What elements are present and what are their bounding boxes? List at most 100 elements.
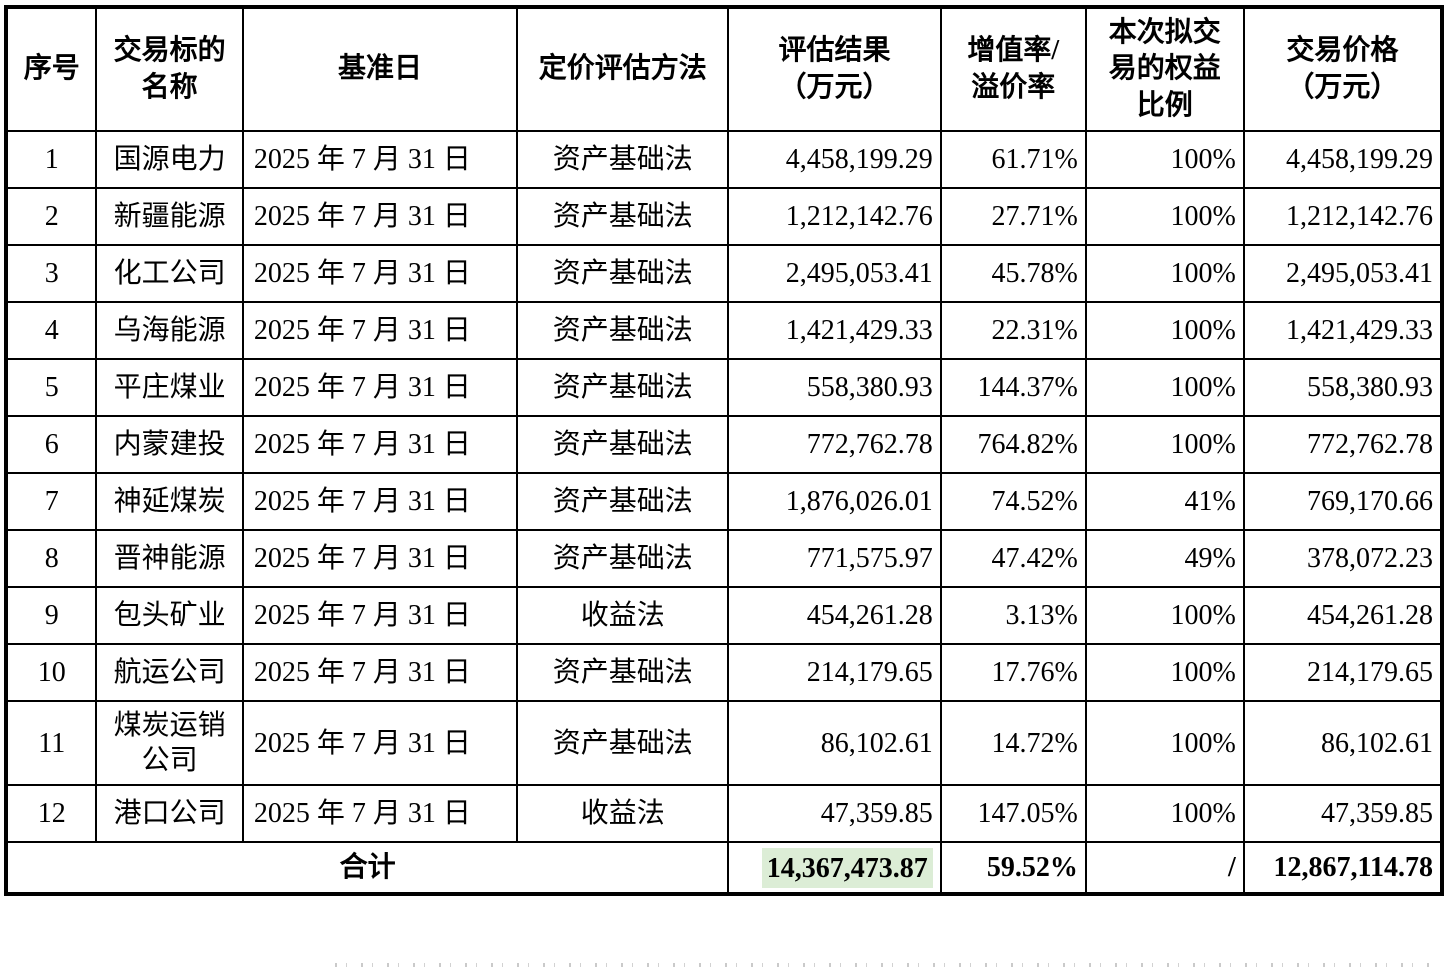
table-cell: 49% bbox=[1084, 529, 1245, 588]
table-cell: 资产基础法 bbox=[516, 244, 730, 303]
table-row: 6 内蒙建投 2025 年 7 月 31 日资产基础法 772,762.78 764.8… bbox=[4, 415, 1444, 474]
table-cell: 10 bbox=[4, 643, 98, 702]
table-cell: 74.52% bbox=[939, 472, 1087, 531]
table-cell: 2,495,053.41 bbox=[727, 244, 942, 303]
total-result-highlight: 14,367,473.87 bbox=[761, 847, 933, 888]
table-cell: 港口公司 bbox=[95, 784, 244, 843]
table-cell: 晋神能源 bbox=[95, 529, 244, 588]
table-row: 1 国源电力 2025 年 7 月 31 日资产基础法 4,458,199.29 61.… bbox=[4, 130, 1444, 189]
table-cell: 2025 年 7 月 31 日 bbox=[241, 586, 519, 645]
table-cell: 764.82% bbox=[939, 415, 1087, 474]
table-header: 序号 交易标的 名称 基准日 定价评估方法 评估结果 （万元） 增值率/ 溢价率 本次拟交 … bbox=[4, 6, 1444, 132]
total-result-cell: 14,367,473.87 bbox=[727, 841, 942, 895]
total-price-cell: 12,867,114.78 bbox=[1242, 841, 1444, 895]
table-cell: 2025 年 7 月 31 日 bbox=[241, 415, 519, 474]
table-row: 11 煤炭运销 公司 2025 年 7 月 31 日资产基础法 86,102.61 14… bbox=[4, 700, 1444, 786]
table-cell: 资产基础法 bbox=[516, 472, 730, 531]
table-row: 5 平庄煤业 2025 年 7 月 31 日资产基础法 558,380.93 144.3… bbox=[4, 358, 1444, 417]
table-cell: 41% bbox=[1084, 472, 1245, 531]
table-cell: 22.31% bbox=[939, 301, 1087, 360]
cutoff-text-strip bbox=[335, 963, 1438, 967]
table-cell: 100% bbox=[1084, 415, 1245, 474]
table-cell: 2025 年 7 月 31 日 bbox=[241, 301, 519, 360]
table-cell: 17.76% bbox=[939, 643, 1087, 702]
table-cell: 100% bbox=[1084, 244, 1245, 303]
table-cell: 2025 年 7 月 31 日 bbox=[241, 130, 519, 189]
table-cell: 6 bbox=[4, 415, 98, 474]
table-cell: 100% bbox=[1084, 301, 1245, 360]
table-cell: 资产基础法 bbox=[516, 415, 730, 474]
col-header-3: 定价评估方法 bbox=[516, 6, 730, 132]
table-cell: 资产基础法 bbox=[516, 643, 730, 702]
table-cell: 100% bbox=[1084, 358, 1245, 417]
table-cell: 100% bbox=[1084, 586, 1245, 645]
table-cell: 769,170.66 bbox=[1242, 472, 1444, 531]
table-cell: 资产基础法 bbox=[516, 187, 730, 246]
table-cell: 100% bbox=[1084, 187, 1245, 246]
table-cell: 378,072.23 bbox=[1242, 529, 1444, 588]
table-cell: 资产基础法 bbox=[516, 130, 730, 189]
table-row: 3 化工公司 2025 年 7 月 31 日资产基础法 2,495,053.41 45.… bbox=[4, 244, 1444, 303]
table-row: 4 乌海能源 2025 年 7 月 31 日资产基础法 1,421,429.33 22.… bbox=[4, 301, 1444, 360]
table-cell: 国源电力 bbox=[95, 130, 244, 189]
table-cell: 2,495,053.41 bbox=[1242, 244, 1444, 303]
col-header-0: 序号 bbox=[4, 6, 98, 132]
table-cell: 558,380.93 bbox=[1242, 358, 1444, 417]
table-cell: 9 bbox=[4, 586, 98, 645]
table-cell: 航运公司 bbox=[95, 643, 244, 702]
table-cell: 2025 年 7 月 31 日 bbox=[241, 187, 519, 246]
table-cell: 3.13% bbox=[939, 586, 1087, 645]
table-cell: 1 bbox=[4, 130, 98, 189]
table-cell: 化工公司 bbox=[95, 244, 244, 303]
table-cell: 4,458,199.29 bbox=[727, 130, 942, 189]
table-cell: 2025 年 7 月 31 日 bbox=[241, 358, 519, 417]
table-cell: 214,179.65 bbox=[727, 643, 942, 702]
table-cell: 214,179.65 bbox=[1242, 643, 1444, 702]
table-cell: 4,458,199.29 bbox=[1242, 130, 1444, 189]
col-header-4: 评估结果 （万元） bbox=[727, 6, 942, 132]
table-cell: 27.71% bbox=[939, 187, 1087, 246]
table-cell: 1,876,026.01 bbox=[727, 472, 942, 531]
table-cell: 86,102.61 bbox=[1242, 700, 1444, 786]
table-cell: 100% bbox=[1084, 784, 1245, 843]
table-row: 12 港口公司 2025 年 7 月 31 日收益法 47,359.85 147.05%… bbox=[4, 784, 1444, 843]
valuation-table: 序号 交易标的 名称 基准日 定价评估方法 评估结果 （万元） 增值率/ 溢价率 本次拟交 … bbox=[4, 5, 1444, 896]
table-cell: 1,212,142.76 bbox=[727, 187, 942, 246]
table-cell: 1,421,429.33 bbox=[727, 301, 942, 360]
col-header-6: 本次拟交 易的权益 比例 bbox=[1084, 6, 1245, 132]
table-row: 8 晋神能源 2025 年 7 月 31 日资产基础法 771,575.97 47.42… bbox=[4, 529, 1444, 588]
table-cell: 47.42% bbox=[939, 529, 1087, 588]
table-cell: 包头矿业 bbox=[95, 586, 244, 645]
table-cell: 资产基础法 bbox=[516, 529, 730, 588]
table-cell: 11 bbox=[4, 700, 98, 786]
table-cell: 47,359.85 bbox=[1242, 784, 1444, 843]
table-cell: 772,762.78 bbox=[727, 415, 942, 474]
table-cell: 资产基础法 bbox=[516, 358, 730, 417]
table-cell: 4 bbox=[4, 301, 98, 360]
table-cell: 收益法 bbox=[516, 784, 730, 843]
total-row: 合计 14,367,473.87 59.52% / 12,867,114.78 bbox=[4, 841, 1444, 895]
table-row: 9 包头矿业 2025 年 7 月 31 日收益法 454,261.28 3.13% 10… bbox=[4, 586, 1444, 645]
table-cell: 147.05% bbox=[939, 784, 1087, 843]
col-header-5: 增值率/ 溢价率 bbox=[939, 6, 1087, 132]
table-cell: 煤炭运销 公司 bbox=[95, 700, 244, 786]
table-cell: 2025 年 7 月 31 日 bbox=[241, 529, 519, 588]
table-cell: 2 bbox=[4, 187, 98, 246]
table-row: 2 新疆能源 2025 年 7 月 31 日资产基础法 1,212,142.76 27.… bbox=[4, 187, 1444, 246]
table-row: 10 航运公司 2025 年 7 月 31 日资产基础法 214,179.65 17.7… bbox=[4, 643, 1444, 702]
table-cell: 45.78% bbox=[939, 244, 1087, 303]
table-cell: 454,261.28 bbox=[727, 586, 942, 645]
table-cell: 收益法 bbox=[516, 586, 730, 645]
total-label: 合计 bbox=[4, 841, 730, 895]
table-cell: 100% bbox=[1084, 643, 1245, 702]
table-cell: 47,359.85 bbox=[727, 784, 942, 843]
total-ratio-cell: / bbox=[1084, 841, 1245, 895]
table-cell: 资产基础法 bbox=[516, 700, 730, 786]
col-header-2: 基准日 bbox=[241, 6, 519, 132]
table-cell: 资产基础法 bbox=[516, 301, 730, 360]
table-body: 1 国源电力 2025 年 7 月 31 日资产基础法 4,458,199.29 61.… bbox=[4, 130, 1444, 843]
document-page: 序号 交易标的 名称 基准日 定价评估方法 评估结果 （万元） 增值率/ 溢价率 本次拟交 … bbox=[0, 5, 1448, 967]
table-cell: 86,102.61 bbox=[727, 700, 942, 786]
table-cell: 1,421,429.33 bbox=[1242, 301, 1444, 360]
table-cell: 2025 年 7 月 31 日 bbox=[241, 244, 519, 303]
